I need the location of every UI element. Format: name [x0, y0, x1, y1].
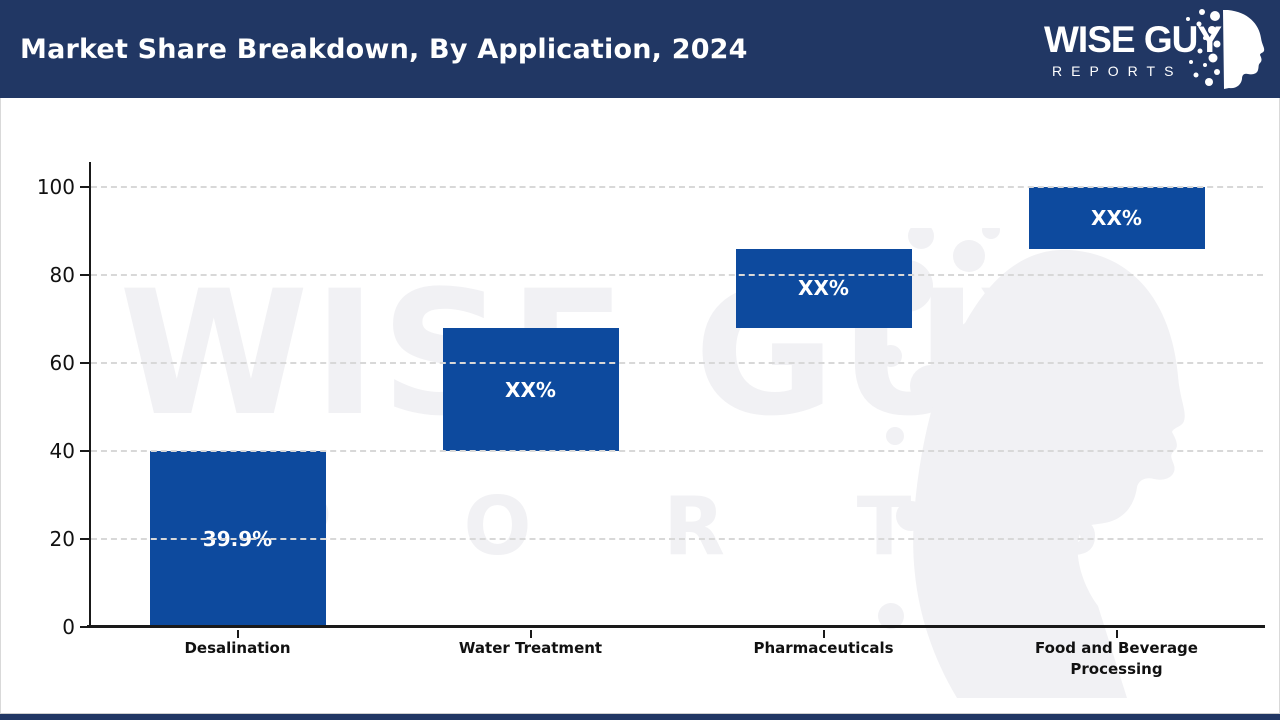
bar-value-label: XX%: [1091, 205, 1142, 230]
footer-bar: [0, 714, 1280, 720]
x-tick-mark: [1115, 630, 1118, 638]
y-tick-mark-100: [80, 186, 89, 188]
logo-subtext: REPORTS: [1052, 63, 1182, 79]
y-tick-mark-80: [80, 274, 89, 276]
gridline-20: [91, 538, 1263, 540]
logo-wordmark: WISE GUY: [1044, 19, 1222, 60]
y-tick-mark-40: [80, 450, 89, 452]
logo-face-icon: [1186, 9, 1265, 89]
bar-pharmaceuticals: XX%: [735, 248, 912, 328]
bar-food-and-beverage-processing: XX%: [1028, 187, 1205, 249]
x-axis-label-food-and-beverage-processing: Food and Beverage Processing: [1035, 639, 1198, 678]
x-tick-mark: [236, 630, 239, 638]
y-tick-label: 60: [49, 351, 75, 375]
x-axis-label-water-treatment: Water Treatment: [458, 639, 603, 657]
wise-guy-logo-graphic: WISE GUY REPORTS: [1044, 9, 1265, 89]
wise-guy-logo: WISE GUY REPORTS: [1016, 4, 1266, 94]
chart-area: WISE GUY P O R T S 0 20 40 60 80 100 39.9% Desa…: [0, 98, 1280, 714]
y-tick-label: 80: [49, 263, 75, 287]
header-bar: Market Share Breakdown, By Application, …: [0, 0, 1280, 98]
y-tick-label: 20: [49, 527, 75, 551]
y-tick-mark-0: [80, 626, 89, 628]
plot-area: 0 20 40 60 80 100 39.9% Desalination XX% Water Tr…: [37, 165, 1263, 678]
y-axis-line: [89, 162, 91, 627]
page-title: Market Share Breakdown, By Application, …: [20, 33, 748, 65]
gridline-80: [91, 274, 1263, 276]
gridline-60: [91, 362, 1263, 364]
gridline-100: [91, 186, 1263, 188]
y-tick-mark-60: [80, 362, 89, 364]
bar-value-label: XX%: [798, 276, 849, 301]
x-axis-label-desalination: Desalination: [184, 639, 291, 657]
x-tick-mark: [529, 630, 532, 638]
y-tick-label: 40: [49, 439, 75, 463]
bar-value-label: XX%: [505, 377, 556, 402]
watermark-face-icon: [878, 228, 1185, 698]
y-tick-label: 100: [36, 175, 75, 199]
y-tick-label: 0: [62, 615, 75, 639]
x-axis-line: [87, 625, 1265, 628]
bar-water-treatment: XX%: [442, 327, 619, 452]
x-axis-label-pharmaceuticals: Pharmaceuticals: [753, 639, 894, 657]
x-tick-mark: [822, 630, 825, 638]
y-tick-mark-20: [80, 538, 89, 540]
gridline-40: [91, 450, 1263, 452]
